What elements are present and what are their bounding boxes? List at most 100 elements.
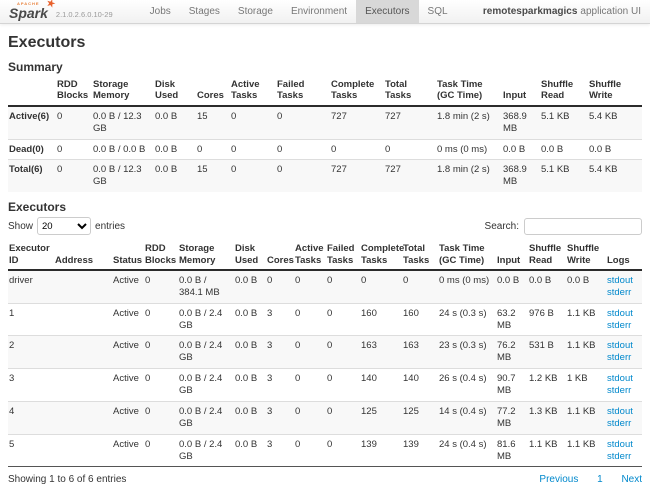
tab-executors[interactable]: Executors (356, 0, 419, 23)
cell-cores: 3 (266, 400, 294, 435)
summary-cell: 0 ms (0 ms) (436, 138, 502, 160)
stdout-link[interactable]: stdout (607, 373, 633, 385)
app-name: remotesparkmagics (482, 6, 578, 17)
cell-complete-tasks: 140 (360, 368, 402, 402)
col-shuffle-read[interactable]: Shuffle Read (528, 241, 566, 271)
tab-jobs[interactable]: Jobs (149, 6, 171, 17)
summary-cell: 0 (230, 138, 276, 160)
cell-failed-tasks: 0 (326, 400, 360, 435)
summary-cell: 0.0 B (540, 138, 588, 160)
cell-total-tasks: 0 (403, 274, 409, 286)
cell-executor-id: 2 (8, 335, 54, 369)
col-address[interactable]: Address (54, 241, 112, 271)
col-storage-memory[interactable]: Storage Memory (178, 241, 234, 271)
cell-input: 90.7 MB (496, 368, 528, 402)
pagination-next[interactable]: Next (621, 474, 642, 485)
cell-shuffle-write: 1.1 KB (566, 335, 606, 369)
cell-shuffle-read: 1.2 KB (528, 368, 566, 402)
tab-environment[interactable]: Environment (290, 6, 348, 17)
cell-cores: 0 (267, 274, 273, 286)
stderr-link[interactable]: stderr (607, 319, 632, 331)
pagination: Previous 1 Next (523, 474, 642, 485)
summary-cell: 0 (276, 159, 330, 193)
pagination-page-1[interactable]: 1 (597, 474, 603, 485)
search-input[interactable] (524, 217, 642, 235)
summary-table: RDD Blocks Storage Memory Disk Used Core… (8, 77, 642, 193)
cell-disk-used: 0.0 B (234, 433, 266, 467)
summary-col-total-tasks: Total Tasks (384, 77, 436, 107)
cell-active-tasks: 0 (295, 274, 301, 286)
cell-shuffle-write: 1 KB (566, 368, 606, 402)
cell-executor-id: 4 (8, 400, 54, 435)
summary-cell: 368.9 MB (503, 110, 527, 134)
summary-col-shuffle-read: Shuffle Read (540, 77, 588, 107)
cell-executor-id: 1 (8, 302, 54, 336)
col-complete-tasks[interactable]: Complete Tasks (360, 241, 404, 271)
tab-stages[interactable]: Stages (188, 6, 220, 17)
summary-row-label: Active(6) (9, 110, 50, 122)
col-task-time[interactable]: Task Time (GC Time) (438, 241, 496, 271)
stdout-link[interactable]: stdout (607, 340, 633, 352)
summary-cell: 0.0 B (588, 138, 642, 160)
cell-address (54, 368, 112, 402)
stderr-link[interactable]: stderr (607, 417, 632, 429)
cell-status: Active (112, 302, 144, 336)
summary-cell: 5.4 KB (589, 110, 618, 122)
summary-row-dead: Dead(0) 0 0.0 B / 0.0 B 0.0 B 0 0 0 0 0 … (8, 138, 642, 160)
cell-task-time: 0 ms (0 ms) (439, 274, 490, 286)
tab-storage[interactable]: Storage (237, 6, 273, 17)
cell-active-tasks: 0 (294, 302, 326, 336)
cell-active-tasks: 0 (294, 335, 326, 369)
page-length-select[interactable]: 20 (37, 217, 92, 236)
cell-status: Active (112, 335, 144, 369)
col-total-tasks[interactable]: Total Tasks (402, 241, 438, 271)
cell-storage-memory: 0.0 B / 2.4 GB (178, 400, 234, 435)
stdout-link[interactable]: stdout (607, 405, 633, 417)
col-active-tasks[interactable]: Active Tasks (294, 241, 326, 271)
summary-cell: 1.8 min (2 s) (436, 159, 502, 193)
col-cores[interactable]: Cores (266, 241, 294, 271)
stdout-link[interactable]: stdout (607, 438, 633, 450)
col-executor-id[interactable]: Executor ID (8, 241, 54, 271)
tab-sql[interactable]: SQL (427, 6, 448, 17)
stdout-link[interactable]: stdout (607, 307, 633, 319)
summary-col-active-tasks: Active Tasks (230, 77, 276, 107)
summary-cell: 0.0 B / 0.0 B (92, 138, 154, 160)
summary-cell: 0.0 B / 12.3 GB (92, 159, 154, 193)
col-shuffle-write[interactable]: Shuffle Write (566, 241, 606, 271)
cell-total-tasks: 140 (402, 368, 438, 402)
cell-failed-tasks: 0 (326, 302, 360, 336)
pagination-previous[interactable]: Previous (539, 474, 579, 485)
cell-status: Active (112, 368, 144, 402)
executors-table: Executor ID Address Status RDD Blocks St… (8, 241, 642, 468)
col-rdd-blocks[interactable]: RDD Blocks (144, 241, 178, 271)
stderr-link[interactable]: stderr (607, 286, 632, 298)
stderr-link[interactable]: stderr (607, 450, 632, 462)
col-logs[interactable]: Logs (606, 241, 642, 271)
summary-col-task-time: Task Time (GC Time) (436, 77, 502, 107)
spark-logo[interactable]: APACHE Spark ★ 2.1.0.2.6.0.10-29 (0, 0, 123, 23)
summary-col-shuffle-write: Shuffle Write (588, 77, 642, 107)
col-status[interactable]: Status (112, 241, 144, 271)
col-input[interactable]: Input (496, 241, 528, 271)
apache-label: APACHE (17, 1, 40, 6)
cell-disk-used: 0.0 B (234, 302, 266, 336)
cell-total-tasks: 139 (402, 433, 438, 467)
col-failed-tasks[interactable]: Failed Tasks (326, 241, 360, 271)
summary-row-label: Total(6) (8, 159, 56, 193)
cell-failed-tasks: 0 (326, 433, 360, 467)
summary-cell: 0.0 B (502, 138, 540, 160)
stdout-link[interactable]: stdout (607, 274, 633, 286)
cell-failed-tasks: 0 (326, 335, 360, 369)
cell-executor-id: 3 (8, 368, 54, 402)
navbar: APACHE Spark ★ 2.1.0.2.6.0.10-29 Jobs St… (0, 0, 650, 24)
stderr-link[interactable]: stderr (607, 352, 632, 364)
stderr-link[interactable]: stderr (607, 385, 632, 397)
summary-col-complete-tasks: Complete Tasks (330, 77, 384, 107)
show-label: Show (8, 220, 34, 232)
col-disk-used[interactable]: Disk Used (234, 241, 266, 271)
cell-shuffle-write: 1.1 KB (566, 302, 606, 336)
cell-cores: 3 (266, 368, 294, 402)
spark-version: 2.1.0.2.6.0.10-29 (55, 10, 113, 19)
cell-executor-id: 5 (8, 433, 54, 467)
